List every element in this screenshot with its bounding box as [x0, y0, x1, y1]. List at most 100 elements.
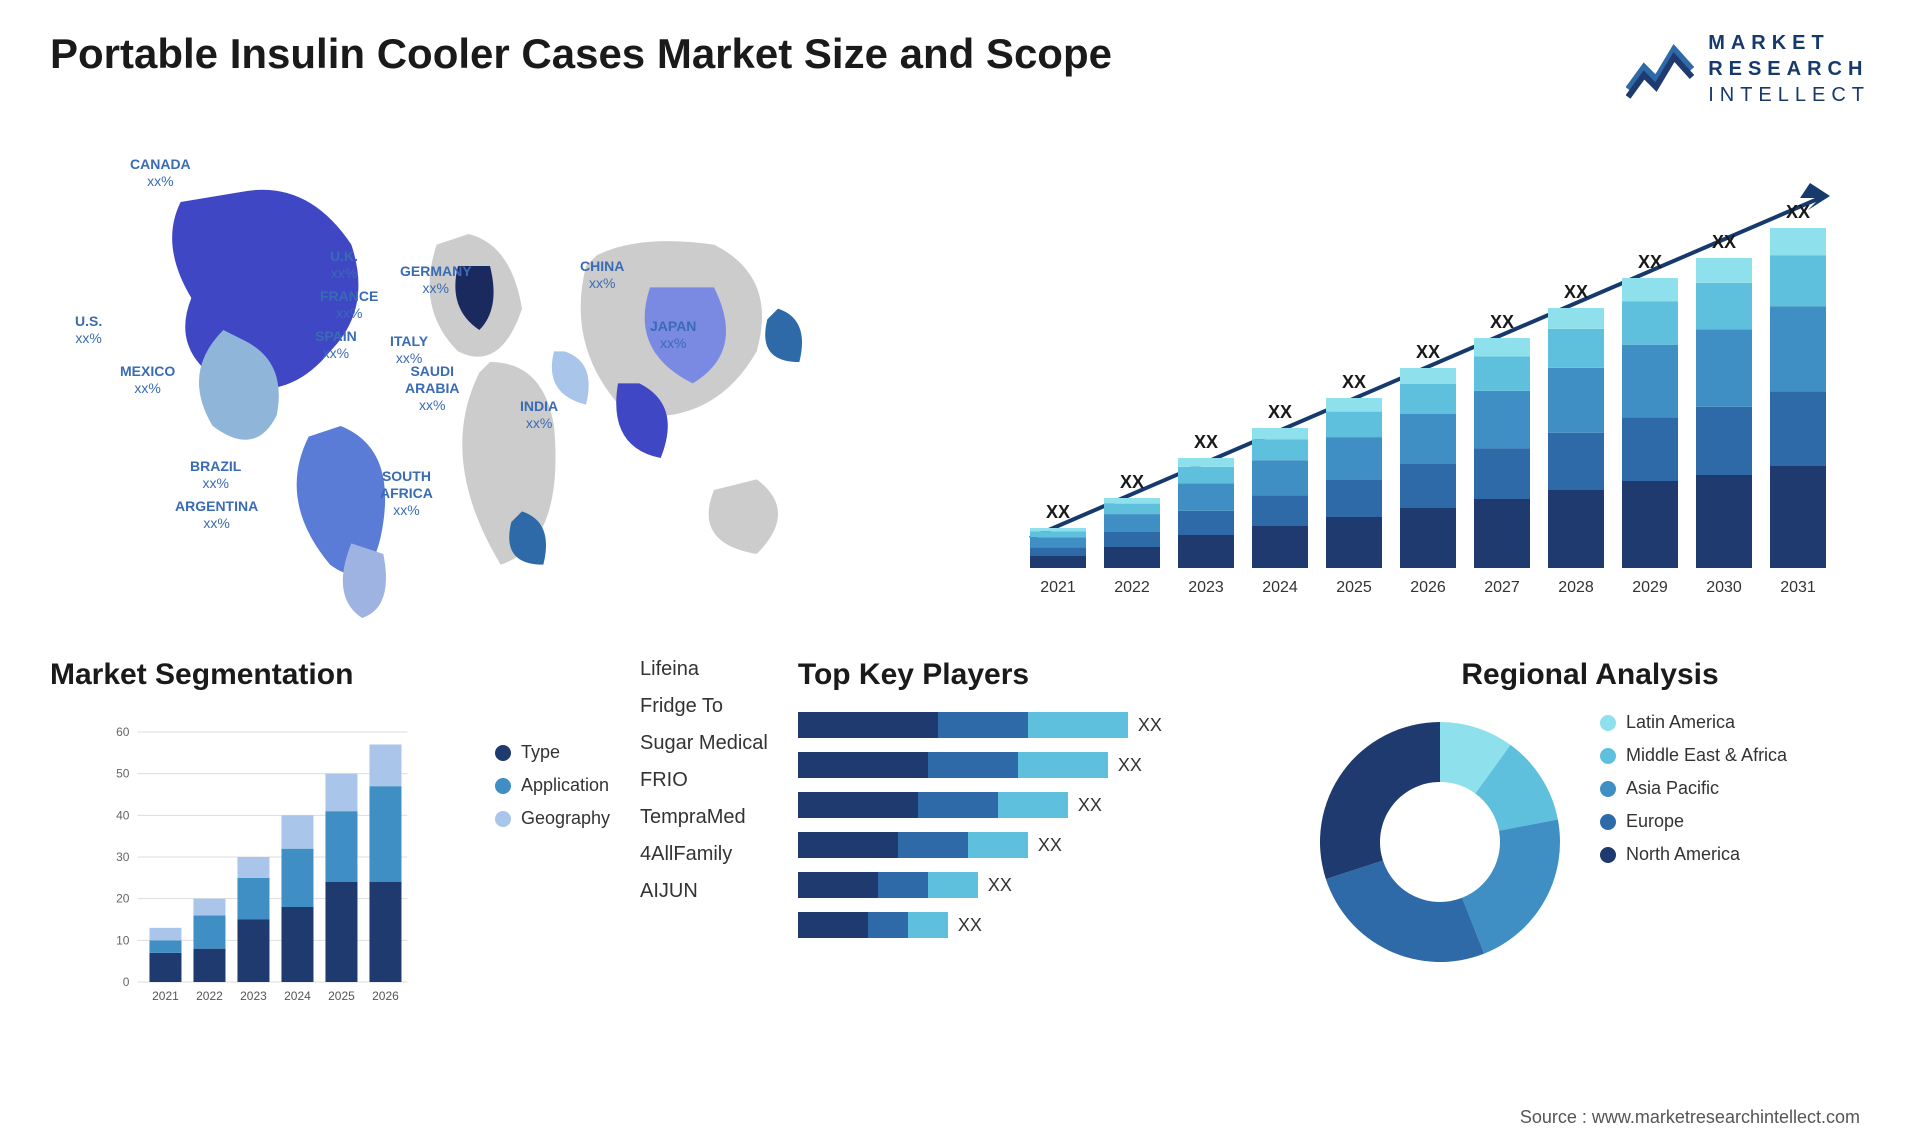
- bar-segment: [1696, 258, 1752, 283]
- svg-text:40: 40: [116, 808, 130, 822]
- bar-segment: [1770, 391, 1826, 466]
- bar-segment: [1252, 495, 1308, 526]
- svg-text:XX: XX: [1490, 312, 1514, 332]
- logo-line3: INTELLECT: [1708, 82, 1870, 108]
- svg-text:XX: XX: [1416, 342, 1440, 362]
- bar-segment: [1770, 306, 1826, 391]
- map-label: CHINAxx%: [580, 258, 624, 292]
- bar-segment: [1326, 517, 1382, 568]
- bar-segment: [1178, 458, 1234, 467]
- map-label: BRAZILxx%: [190, 458, 241, 492]
- bar-segment: [1326, 437, 1382, 480]
- player-bar-row: XX: [798, 752, 1280, 778]
- svg-text:2022: 2022: [1114, 579, 1150, 596]
- svg-text:2029: 2029: [1632, 579, 1668, 596]
- svg-text:30: 30: [116, 850, 130, 864]
- world-map-panel: CANADAxx%U.S.xx%MEXICOxx%BRAZILxx%ARGENT…: [50, 138, 930, 618]
- bar-segment: [1030, 531, 1086, 537]
- bar-segment: [1696, 475, 1752, 568]
- player-bar-row: XX: [798, 872, 1280, 898]
- bar-segment: [1252, 526, 1308, 568]
- regional-legend: Latin AmericaMiddle East & AfricaAsia Pa…: [1600, 712, 1787, 877]
- bar-segment: [1474, 391, 1530, 449]
- svg-text:XX: XX: [1638, 252, 1662, 272]
- bar-segment: [1548, 368, 1604, 433]
- bar-segment: [1326, 480, 1382, 517]
- map-label: FRANCExx%: [320, 288, 378, 322]
- regional-donut: [1310, 712, 1570, 972]
- bar-segment: [1622, 278, 1678, 301]
- bar-segment: [1548, 433, 1604, 490]
- svg-text:2023: 2023: [1188, 579, 1224, 596]
- bar-segment: [1030, 537, 1086, 547]
- player-bar-row: XX: [798, 912, 1280, 938]
- svg-text:2021: 2021: [1040, 579, 1076, 596]
- svg-text:2025: 2025: [328, 989, 355, 1003]
- svg-text:2023: 2023: [240, 989, 267, 1003]
- bar-segment: [1400, 368, 1456, 384]
- page-title: Portable Insulin Cooler Cases Market Siz…: [50, 30, 1112, 78]
- bar-segment: [1474, 356, 1530, 391]
- svg-text:2024: 2024: [284, 989, 311, 1003]
- bar-segment: [1104, 514, 1160, 532]
- player-name: Fridge To: [640, 695, 768, 718]
- bar-segment: [1622, 301, 1678, 345]
- bar-segment: [1548, 490, 1604, 568]
- svg-text:2030: 2030: [1706, 579, 1742, 596]
- players-title: Top Key Players: [798, 658, 1280, 692]
- bar-segment: [1400, 508, 1456, 568]
- legend-item: Geography: [495, 808, 610, 829]
- map-label: SAUDIARABIAxx%: [405, 363, 459, 413]
- bar-segment: [1770, 255, 1826, 306]
- logo-line2: RESEARCH: [1708, 56, 1870, 82]
- bar-segment: [1622, 481, 1678, 568]
- svg-text:2024: 2024: [1262, 579, 1298, 596]
- player-bar-row: XX: [798, 712, 1280, 738]
- bar-segment: [1696, 329, 1752, 407]
- svg-text:0: 0: [123, 975, 130, 989]
- bar-segment: [1548, 329, 1604, 368]
- segmentation-legend: TypeApplicationGeography: [495, 712, 610, 1012]
- svg-text:10: 10: [116, 933, 130, 947]
- svg-text:2022: 2022: [196, 989, 223, 1003]
- svg-text:XX: XX: [1046, 502, 1070, 522]
- bar-segment: [1104, 504, 1160, 514]
- bar-segment: [1770, 228, 1826, 255]
- main-bar-chart: XX 2021 XX 2022 XX 2023 XX 2024 XX 2025 XX 2026 XX 20…: [990, 138, 1870, 618]
- svg-text:XX: XX: [1712, 232, 1736, 252]
- bar-segment: [1030, 556, 1086, 568]
- legend-item: Europe: [1600, 811, 1787, 832]
- svg-text:50: 50: [116, 767, 130, 781]
- legend-item: Type: [495, 742, 610, 763]
- player-name: AIJUN: [640, 880, 768, 903]
- legend-item: Middle East & Africa: [1600, 745, 1787, 766]
- bar-segment: [1178, 467, 1234, 484]
- svg-text:2031: 2031: [1780, 579, 1816, 596]
- bar-segment: [1474, 338, 1530, 356]
- svg-text:XX: XX: [1268, 402, 1292, 422]
- map-label: SPAINxx%: [315, 328, 357, 362]
- svg-text:2025: 2025: [1336, 579, 1372, 596]
- player-bar-row: XX: [798, 792, 1280, 818]
- logo-icon: [1626, 39, 1696, 99]
- regional-title: Regional Analysis: [1310, 658, 1870, 692]
- map-label: SOUTHAFRICAxx%: [380, 468, 433, 518]
- bar-segment: [1104, 547, 1160, 568]
- bar-segment: [1696, 283, 1752, 330]
- svg-text:2028: 2028: [1558, 579, 1594, 596]
- bar-segment: [1252, 428, 1308, 439]
- bar-segment: [1178, 535, 1234, 568]
- bar-segment: [1326, 398, 1382, 412]
- svg-text:2026: 2026: [1410, 579, 1446, 596]
- map-label: ITALYxx%: [390, 333, 428, 367]
- donut-slice: [1326, 861, 1484, 962]
- svg-text:XX: XX: [1564, 282, 1588, 302]
- bar-segment: [1178, 483, 1234, 511]
- map-label: MEXICOxx%: [120, 363, 175, 397]
- map-label: U.S.xx%: [75, 313, 102, 347]
- bar-segment: [1104, 498, 1160, 504]
- map-label: JAPANxx%: [650, 318, 696, 352]
- segmentation-chart: 0102030405060202120222023202420252026: [50, 712, 465, 1012]
- bar-segment: [1252, 439, 1308, 460]
- svg-text:20: 20: [116, 892, 130, 906]
